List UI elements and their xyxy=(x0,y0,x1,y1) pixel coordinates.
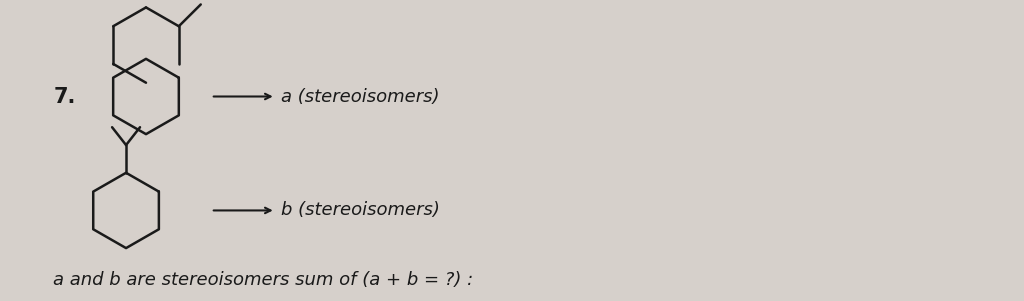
Text: a and b are stereoisomers sum of (a + b = ?) :: a and b are stereoisomers sum of (a + b … xyxy=(53,271,473,289)
Text: a (stereoisomers): a (stereoisomers) xyxy=(281,88,439,106)
Text: b (stereoisomers): b (stereoisomers) xyxy=(281,201,439,219)
Text: 7.: 7. xyxy=(53,86,76,107)
